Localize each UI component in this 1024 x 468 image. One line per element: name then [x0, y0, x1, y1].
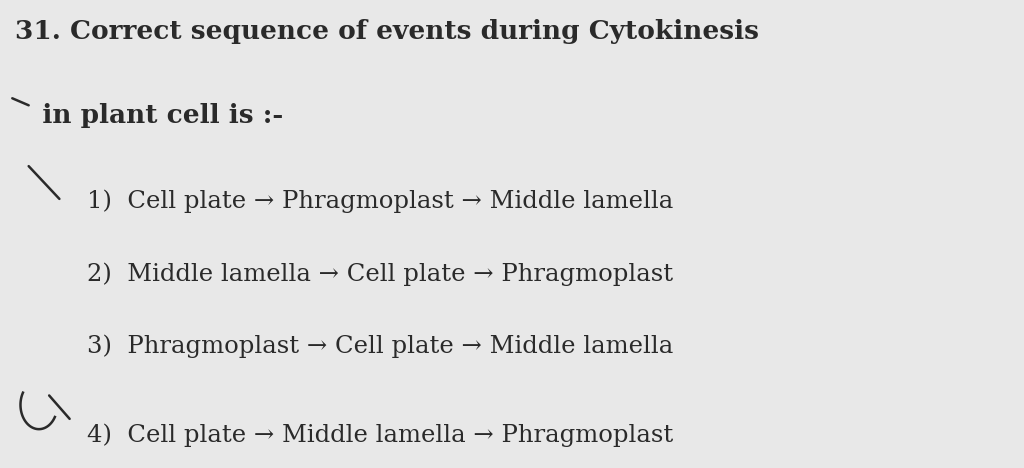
Text: 31. Correct sequence of events during Cytokinesis: 31. Correct sequence of events during Cy… [15, 19, 760, 44]
Text: 2)  Middle lamella → Cell plate → Phragmoplast: 2) Middle lamella → Cell plate → Phragmo… [87, 262, 673, 285]
Text: in plant cell is :-: in plant cell is :- [15, 103, 284, 128]
Text: 1)  Cell plate → Phragmoplast → Middle lamella: 1) Cell plate → Phragmoplast → Middle la… [87, 190, 674, 213]
Text: 4)  Cell plate → Middle lamella → Phragmoplast: 4) Cell plate → Middle lamella → Phragmo… [87, 424, 674, 447]
Text: 3)  Phragmoplast → Cell plate → Middle lamella: 3) Phragmoplast → Cell plate → Middle la… [87, 335, 674, 358]
